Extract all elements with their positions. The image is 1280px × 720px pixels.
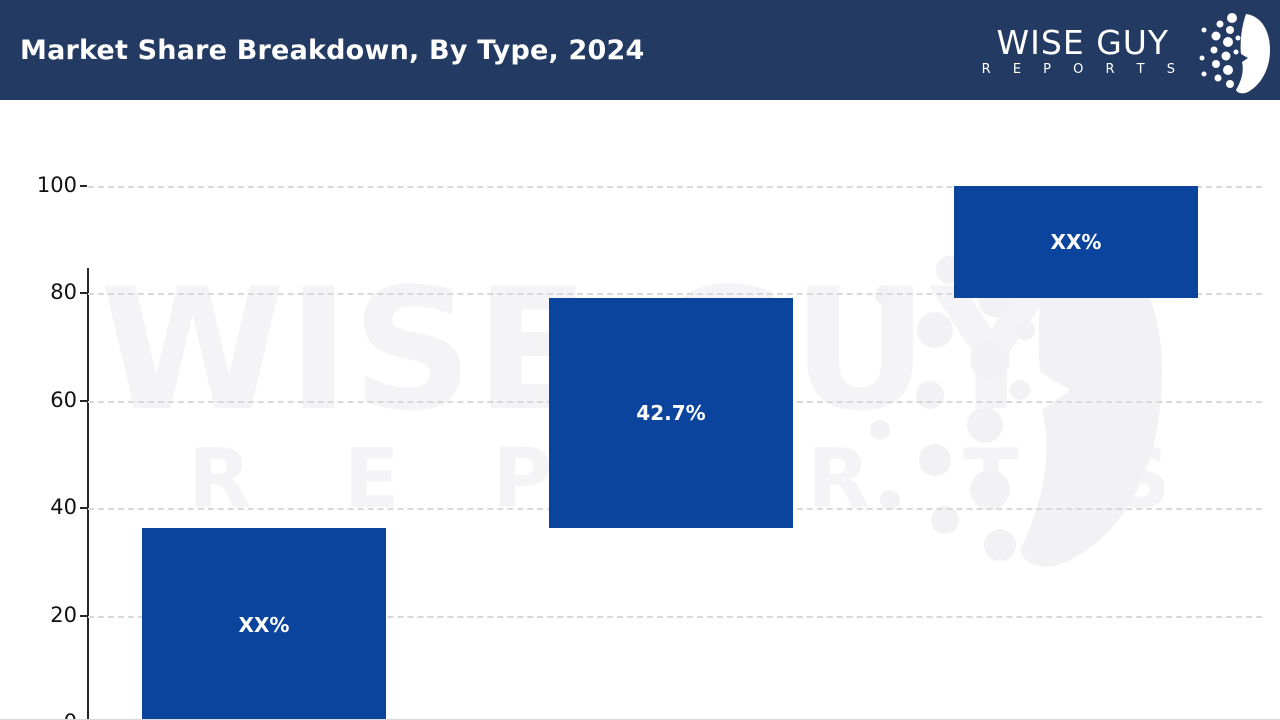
brand-logo: WISE GUY R E P O R T S xyxy=(982,6,1272,98)
y-axis-tick-label: 0 xyxy=(7,710,77,719)
y-axis-line xyxy=(87,268,89,719)
gridline xyxy=(88,186,1262,188)
y-axis-tick-label: 20 xyxy=(50,602,77,627)
brand-name: WISE GUY xyxy=(996,23,1170,62)
plot-area: 020406080100XX%42.7%XX%Herbal MedicinalM… xyxy=(0,100,1280,719)
y-tick-mark xyxy=(80,507,87,510)
y-axis-tick-label: 100 xyxy=(36,173,77,197)
bar-value-label: XX% xyxy=(1050,230,1102,255)
bar-segment: XX% xyxy=(142,527,386,719)
y-tick-mark xyxy=(80,614,87,617)
y-axis-tick-label: 60 xyxy=(50,387,77,412)
y-axis-tick-label: 40 xyxy=(50,495,77,520)
brand-face-icon xyxy=(1199,13,1270,94)
bar-value-label: 42.7% xyxy=(636,400,706,425)
y-tick-mark xyxy=(80,185,87,187)
bar-value-label: XX% xyxy=(238,613,290,638)
y-tick-mark xyxy=(80,399,87,402)
y-axis-tick-label: 80 xyxy=(50,280,77,305)
watermark-face-icon xyxy=(870,220,1163,567)
brand-subtitle: R E P O R T S xyxy=(981,62,1184,77)
gridline xyxy=(88,293,1262,296)
gridline xyxy=(88,615,1262,618)
bar-segment: 42.7% xyxy=(549,298,793,528)
brand-wordmark: WISE GUY R E P O R T S xyxy=(981,23,1184,78)
header-band: Market Share Breakdown, By Type, 2024 WI… xyxy=(0,0,1280,100)
y-tick-mark xyxy=(80,292,87,295)
bar-segment: XX% xyxy=(954,186,1198,299)
page-title: Market Share Breakdown, By Type, 2024 xyxy=(20,34,645,66)
